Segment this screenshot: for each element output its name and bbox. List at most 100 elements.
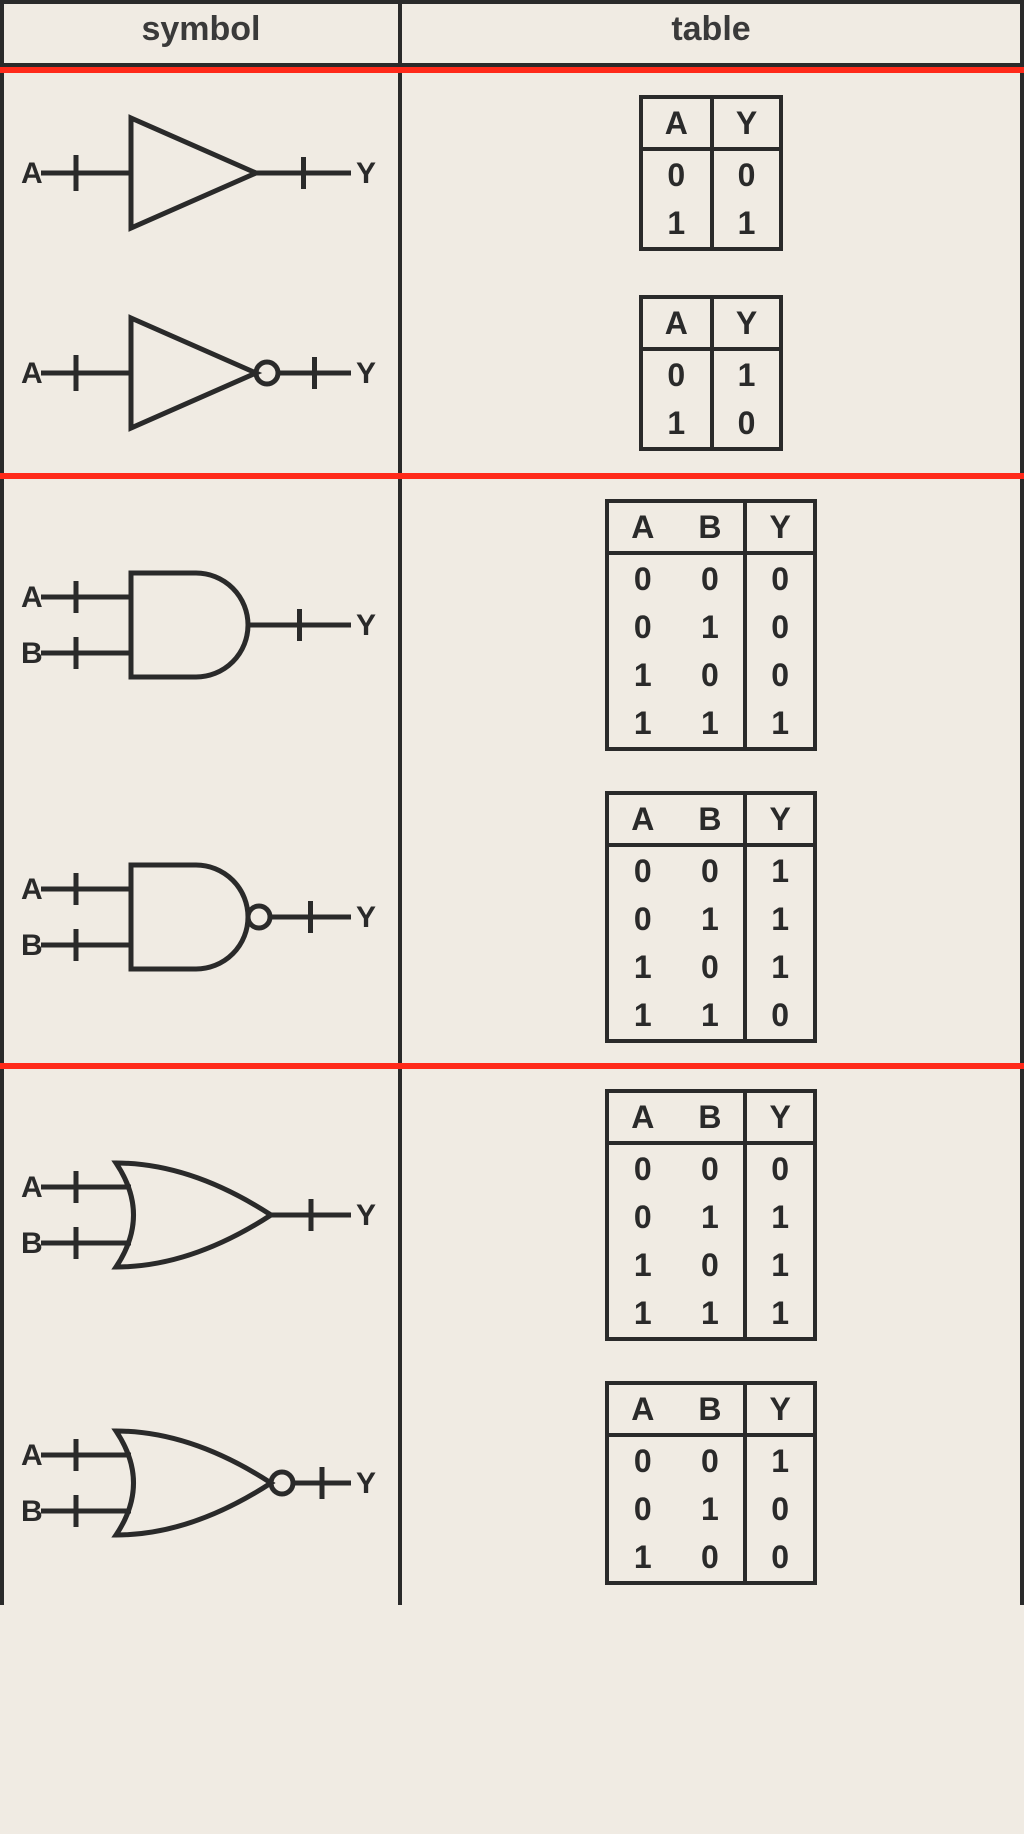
cell: 1	[745, 699, 814, 749]
col-header: B	[676, 1383, 745, 1435]
svg-text:Y: Y	[356, 901, 376, 934]
svg-text:A: A	[21, 157, 43, 190]
and-gate-icon: AB Y	[21, 545, 381, 705]
header-symbol: symbol	[0, 4, 400, 67]
cell: 1	[745, 1435, 814, 1485]
cell: 0	[641, 349, 712, 399]
cell: 1	[676, 1193, 745, 1241]
cell: 0	[676, 845, 745, 895]
svg-text:Y: Y	[356, 1199, 376, 1232]
cell: 0	[676, 553, 745, 603]
and-truth-table: ABY000010100111	[605, 499, 817, 751]
cell: 0	[745, 991, 814, 1041]
col-header: B	[676, 793, 745, 845]
buffer-symbol-cell: AY	[0, 73, 400, 273]
cell: 1	[745, 1193, 814, 1241]
cell: 1	[676, 603, 745, 651]
cell: 0	[607, 553, 676, 603]
cell: 1	[712, 349, 781, 399]
svg-text:A: A	[21, 1171, 43, 1204]
nor-gate-icon: ABY	[21, 1403, 381, 1563]
cell: 1	[676, 699, 745, 749]
nand-table-cell: ABY001011101110	[400, 771, 1024, 1063]
cell: 0	[607, 1485, 676, 1533]
nand-gate-icon: AB Y	[21, 837, 381, 997]
cell: 0	[676, 1241, 745, 1289]
cell: 1	[745, 1241, 814, 1289]
cell: 0	[607, 845, 676, 895]
svg-text:A: A	[21, 873, 43, 906]
cell: 1	[607, 1241, 676, 1289]
svg-text:Y: Y	[356, 609, 376, 642]
cell: 0	[676, 1143, 745, 1193]
svg-text:B: B	[21, 1495, 43, 1528]
cell: 1	[607, 991, 676, 1041]
cell: 0	[676, 1533, 745, 1583]
cell: 1	[641, 199, 712, 249]
col-header: A	[607, 1383, 676, 1435]
svg-text:A: A	[21, 581, 43, 614]
cell: 0	[676, 1435, 745, 1485]
header-table: table	[400, 4, 1024, 67]
cell: 0	[676, 943, 745, 991]
cell: 1	[745, 1289, 814, 1339]
nor-truth-table: ABY001010100	[605, 1381, 817, 1585]
nor-table-cell: ABY001010100	[400, 1361, 1024, 1605]
cell: 1	[676, 991, 745, 1041]
cell: 0	[712, 399, 781, 449]
or-table-cell: ABY000011101111	[400, 1069, 1024, 1361]
cell: 0	[607, 895, 676, 943]
col-header: Y	[745, 793, 814, 845]
cell: 0	[676, 651, 745, 699]
buffer-truth-table: AY0011	[639, 95, 783, 251]
svg-text:A: A	[21, 357, 43, 390]
svg-text:Y: Y	[356, 357, 376, 390]
cell: 1	[607, 1533, 676, 1583]
col-header: Y	[745, 501, 814, 553]
cell: 0	[607, 1193, 676, 1241]
nand-symbol-cell: AB Y	[0, 771, 400, 1063]
logic-gate-reference-grid: symbol table AYAY0011AYAY0110ABYABY00001…	[0, 0, 1024, 1605]
cell: 1	[607, 699, 676, 749]
col-header: Y	[745, 1383, 814, 1435]
cell: 1	[607, 943, 676, 991]
and-symbol-cell: AB Y	[0, 479, 400, 771]
cell: 1	[676, 1289, 745, 1339]
and-table-cell: ABY000010100111	[400, 479, 1024, 771]
svg-text:Y: Y	[356, 157, 376, 190]
cell: 0	[745, 1143, 814, 1193]
not-table-cell: AY0110	[400, 273, 1024, 473]
cell: 0	[607, 1143, 676, 1193]
col-header: B	[676, 1091, 745, 1143]
svg-text:Y: Y	[356, 1467, 376, 1500]
cell: 0	[712, 149, 781, 199]
or-symbol-cell: AB Y	[0, 1069, 400, 1361]
col-header: A	[607, 793, 676, 845]
cell: 0	[607, 1435, 676, 1485]
col-header: Y	[745, 1091, 814, 1143]
cell: 1	[676, 1485, 745, 1533]
svg-text:B: B	[21, 1227, 43, 1260]
cell: 1	[745, 845, 814, 895]
not-gate-icon: AY	[21, 293, 381, 453]
nor-symbol-cell: ABY	[0, 1361, 400, 1605]
col-header: A	[641, 297, 712, 349]
cell: 0	[745, 603, 814, 651]
cell: 0	[745, 1533, 814, 1583]
not-symbol-cell: AY	[0, 273, 400, 473]
svg-text:B: B	[21, 637, 43, 670]
col-header: B	[676, 501, 745, 553]
cell: 0	[641, 149, 712, 199]
cell: 0	[745, 553, 814, 603]
svg-text:B: B	[21, 929, 43, 962]
or-truth-table: ABY000011101111	[605, 1089, 817, 1341]
cell: 1	[745, 895, 814, 943]
col-header: Y	[712, 97, 781, 149]
cell: 1	[607, 1289, 676, 1339]
cell: 0	[745, 651, 814, 699]
not-truth-table: AY0110	[639, 295, 783, 451]
buffer-gate-icon: AY	[21, 93, 381, 253]
cell: 1	[607, 651, 676, 699]
or-gate-icon: AB Y	[21, 1135, 381, 1295]
cell: 1	[745, 943, 814, 991]
